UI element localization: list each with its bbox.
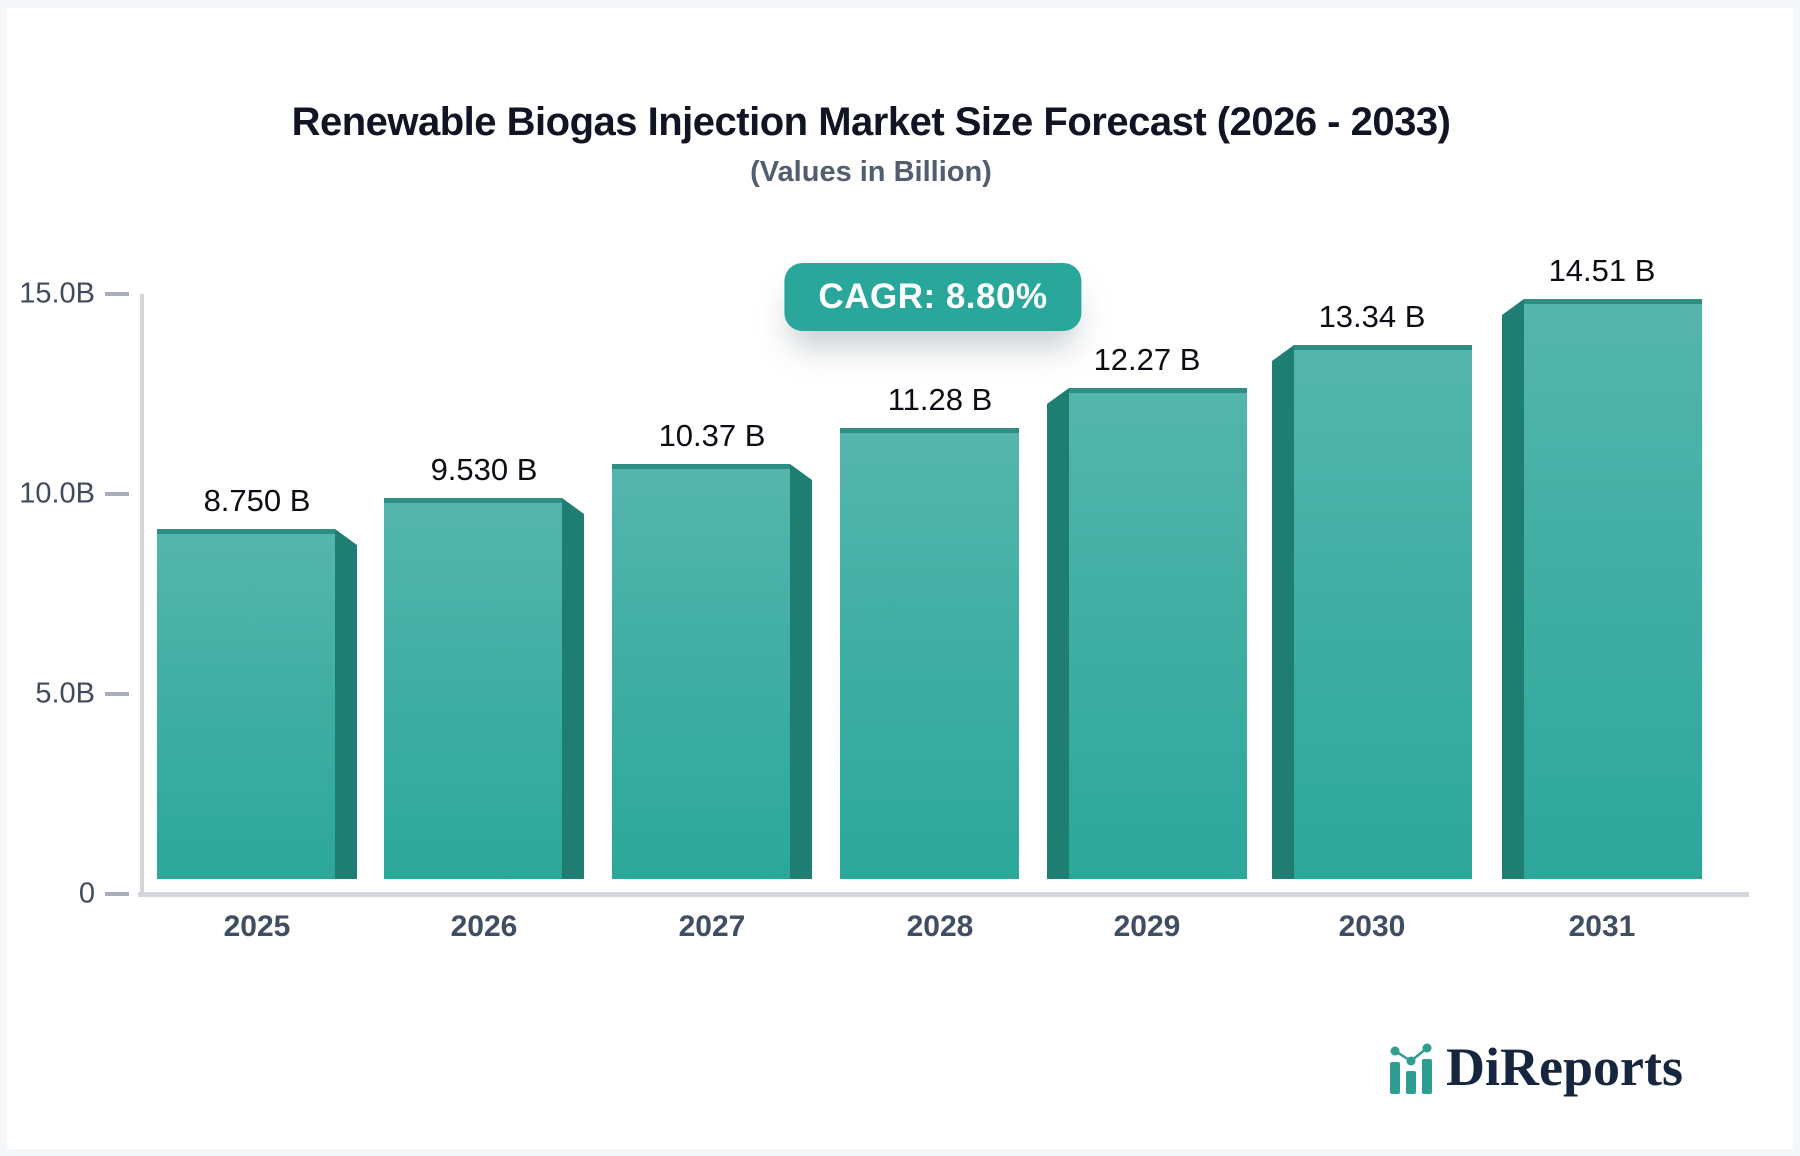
bar-value-label: 14.51 B xyxy=(1548,253,1656,288)
bar-face xyxy=(384,498,562,879)
bar-2027 xyxy=(612,464,812,879)
x-axis-line xyxy=(138,892,1749,897)
x-axis-label-2027: 2027 xyxy=(678,910,746,943)
logo-chart-icon xyxy=(1390,1043,1433,1094)
bar-2030 xyxy=(1272,345,1472,879)
x-axis-label-2031: 2031 xyxy=(1568,910,1636,943)
direports-logo: DiReports xyxy=(1388,1040,1683,1094)
y-tick-label: 5.0B xyxy=(35,677,95,710)
cagr-badge: CAGR: 8.80% xyxy=(784,263,1082,331)
y-tick-dash xyxy=(105,292,129,296)
logo-text: DiReports xyxy=(1446,1037,1683,1097)
bar-2031 xyxy=(1502,299,1702,879)
bar-2026 xyxy=(384,498,584,879)
bar-2025 xyxy=(157,529,357,879)
bar-2029 xyxy=(1047,388,1247,879)
bar-face xyxy=(1069,388,1247,879)
bar-side-3d xyxy=(1047,388,1069,879)
bar-side-3d xyxy=(335,529,357,879)
bar-value-label: 11.28 B xyxy=(887,382,993,417)
bar-value-label: 10.37 B xyxy=(658,418,766,453)
x-axis-label-2030: 2030 xyxy=(1338,910,1406,943)
bar-2028 xyxy=(840,428,1040,879)
bar-face xyxy=(1524,299,1702,879)
bar-face xyxy=(840,428,1019,879)
y-tick-dash xyxy=(105,692,129,696)
bar-face xyxy=(157,529,335,879)
x-axis-label-2028: 2028 xyxy=(906,910,974,943)
bar-face xyxy=(612,464,790,879)
y-axis-line xyxy=(140,294,144,897)
y-tick-dash xyxy=(105,492,129,496)
chart-title: Renewable Biogas Injection Market Size F… xyxy=(291,100,1451,144)
y-tick-label: 0 xyxy=(78,877,95,910)
bar-face xyxy=(1294,345,1472,879)
bar-side-3d xyxy=(790,464,812,879)
y-tick-label: 15.0B xyxy=(19,277,95,310)
y-tick-label: 10.0B xyxy=(19,477,95,510)
bar-value-label: 9.530 B xyxy=(430,452,538,487)
bar-side-3d xyxy=(562,498,584,879)
bar-value-label: 12.27 B xyxy=(1093,342,1201,377)
chart-subtitle: (Values in Billion) xyxy=(750,156,992,188)
bar-value-label: 8.750 B xyxy=(203,483,311,518)
chart-card: Renewable Biogas Injection Market Size F… xyxy=(7,8,1793,1149)
x-axis-label-2026: 2026 xyxy=(450,910,518,943)
bar-value-label: 13.34 B xyxy=(1318,299,1426,334)
y-tick-dash xyxy=(105,892,129,896)
x-axis-label-2029: 2029 xyxy=(1113,910,1181,943)
bar-side-3d xyxy=(1502,299,1524,879)
x-axis-label-2025: 2025 xyxy=(223,910,291,943)
bar-side-3d xyxy=(1272,345,1294,879)
